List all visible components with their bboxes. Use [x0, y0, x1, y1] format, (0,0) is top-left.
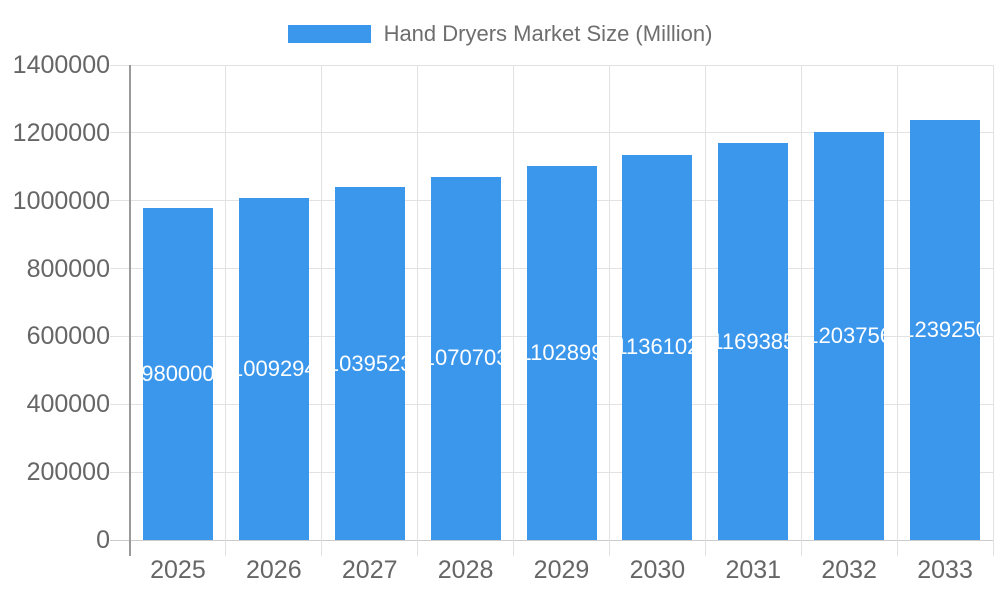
gridline-vertical — [608, 65, 610, 556]
bar-2029[interactable]: 1102899 — [526, 165, 597, 540]
x-axis-tick-label: 2027 — [341, 556, 398, 584]
gridline-vertical — [704, 65, 706, 556]
gridline-horizontal — [110, 539, 993, 541]
x-axis-labels: 2025 2026 2027 2028 2029 2030 2031 2032 2033 — [130, 554, 993, 590]
plot-area: 980000 1009294 1039523 1070703 1102899 113610… — [110, 64, 994, 556]
gridline-vertical — [992, 65, 994, 556]
bar-2033[interactable]: 1239250 — [910, 119, 981, 540]
x-axis-tick-label: 2031 — [725, 556, 782, 584]
x-axis-tick-label: 2033 — [917, 556, 973, 584]
x-axis-tick-label: 2029 — [533, 556, 590, 584]
y-axis-tick-label: 600000 — [26, 322, 110, 351]
y-axis-tick-label: 400000 — [26, 390, 110, 419]
gridline-vertical — [225, 65, 227, 556]
y-axis-tick-label: 0 — [96, 526, 110, 554]
y-axis-tick-label: 1200000 — [12, 118, 110, 147]
y-axis-line — [129, 65, 131, 556]
bar-value-label: 1239250 — [910, 316, 980, 342]
y-axis-tick-label: 800000 — [26, 254, 110, 283]
bar-value-label: 980000 — [142, 360, 213, 386]
bar-2027[interactable]: 1039523 — [334, 187, 405, 540]
x-axis-tick-label: 2028 — [437, 556, 494, 584]
bar-2030[interactable]: 1136102 — [622, 154, 693, 540]
bar-2026[interactable]: 1009294 — [238, 197, 309, 540]
bar-value-label: 1039523 — [335, 350, 405, 376]
bar-2032[interactable]: 1203756 — [814, 131, 885, 540]
y-axis-tick-label: 1400000 — [12, 51, 110, 79]
bar-2028[interactable]: 1070703 — [430, 176, 501, 540]
bar-value-label: 1169385 — [718, 328, 788, 354]
bar-value-label: 1102899 — [527, 339, 597, 365]
gridline-vertical — [896, 65, 898, 556]
bar-2025[interactable]: 980000 — [142, 207, 213, 540]
gridline-vertical — [417, 65, 419, 556]
y-axis-tick-label: 1000000 — [12, 186, 110, 215]
bar-value-label: 1009294 — [239, 355, 309, 381]
x-axis-tick-label: 2025 — [150, 556, 206, 584]
legend: Hand Dryers Market Size (Million) — [0, 20, 1000, 48]
y-axis-tick-label: 200000 — [26, 458, 110, 487]
bar-2031[interactable]: 1169385 — [718, 143, 789, 540]
y-axis-labels: 0 200000 400000 600000 800000 1000000 1200000 1… — [0, 51, 110, 554]
gridline-vertical — [800, 65, 802, 556]
bar-value-label: 1136102 — [622, 334, 692, 360]
legend-label: Hand Dryers Market Size (Million) — [383, 21, 713, 46]
bar-value-label: 1070703 — [431, 345, 501, 371]
x-axis-tick-label: 2032 — [821, 556, 877, 584]
gridline-vertical — [321, 65, 323, 556]
x-axis-tick-label: 2026 — [246, 556, 302, 584]
legend-color-swatch — [287, 25, 371, 43]
gridline-horizontal — [110, 132, 993, 134]
x-axis-tick-label: 2030 — [629, 556, 686, 584]
gridline-horizontal — [110, 64, 993, 66]
bar-value-label: 1203756 — [814, 322, 884, 348]
gridline-vertical — [513, 65, 515, 556]
